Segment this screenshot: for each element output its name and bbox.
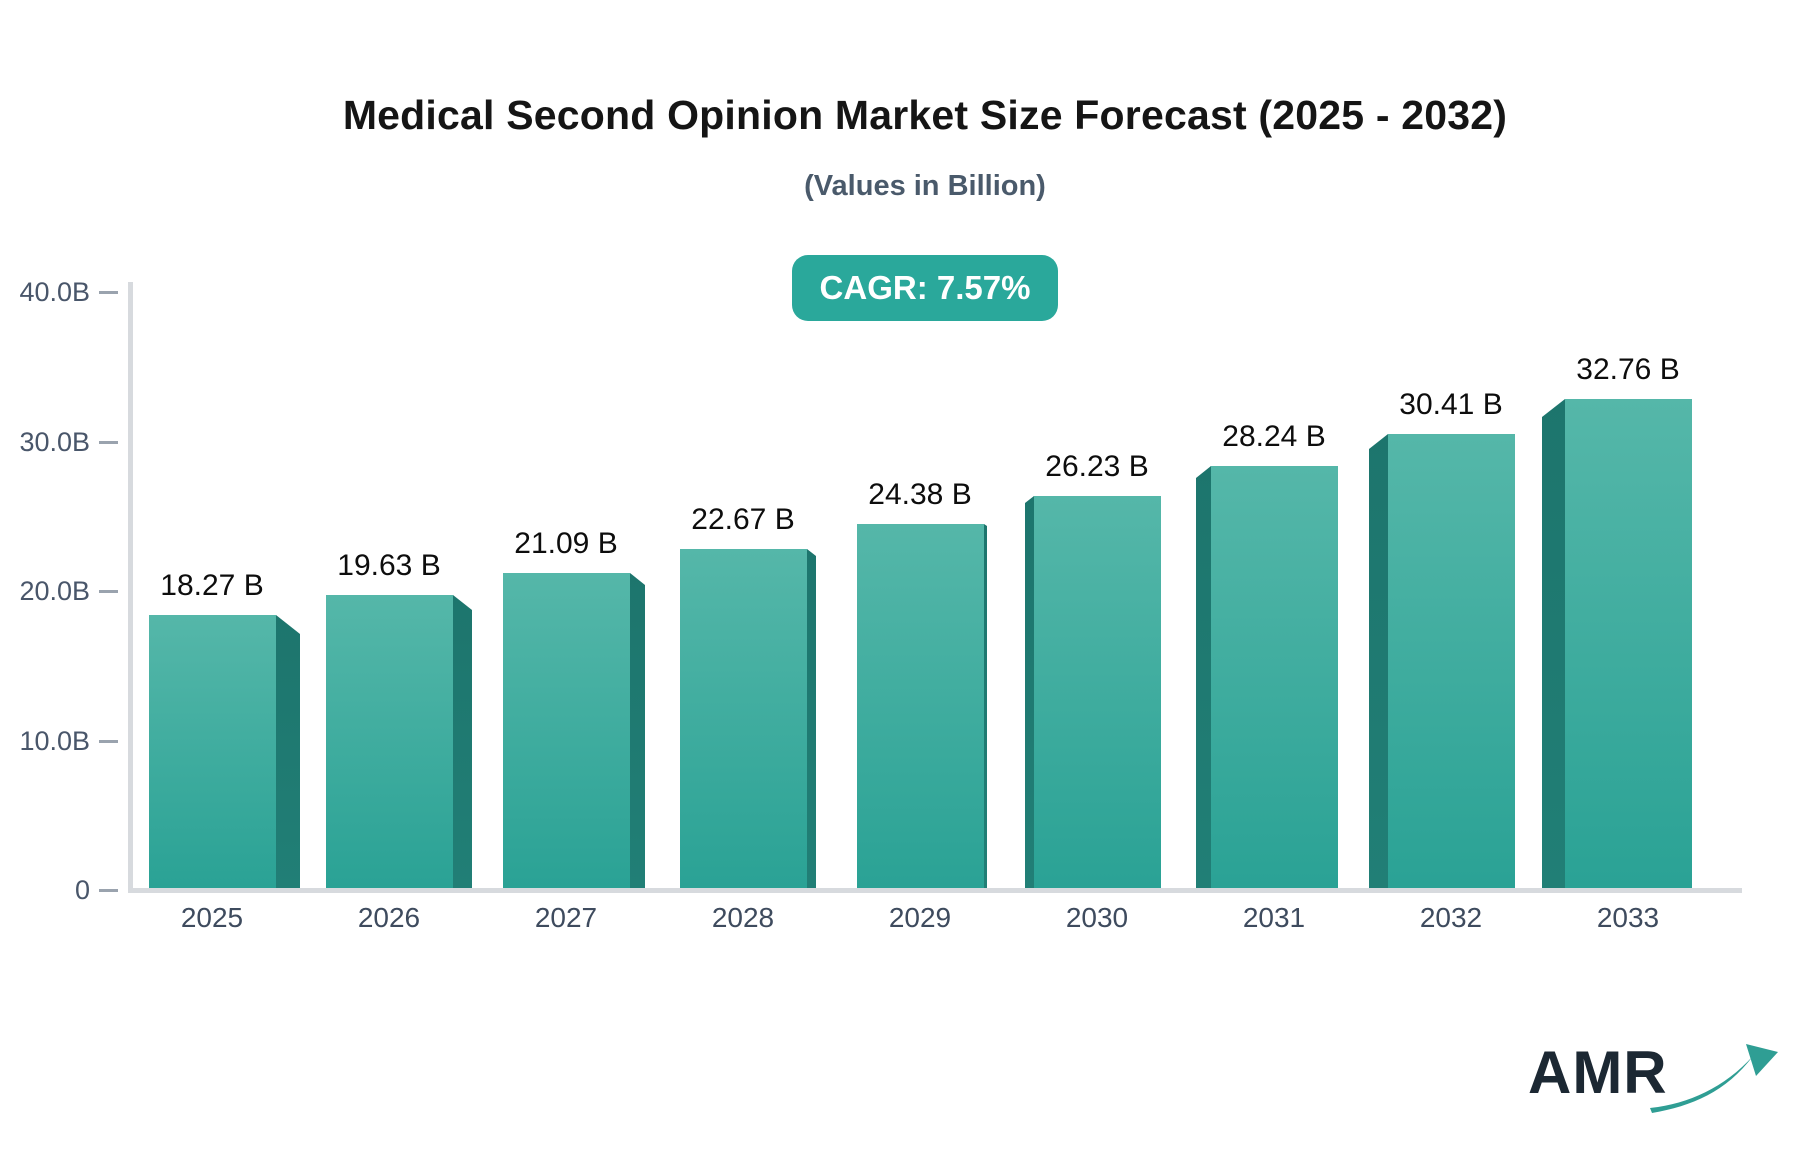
y-tick-label: 0 <box>74 875 90 905</box>
growth-arrow-icon <box>1650 1044 1778 1113</box>
y-tick-dash <box>99 590 118 594</box>
x-tick-label: 2026 <box>357 902 421 933</box>
bar-side-2033 <box>1542 399 1565 888</box>
bar-value-label: 18.27 B <box>160 569 264 602</box>
amr-logo: AMR <box>1528 1030 1778 1120</box>
chart-title: Medical Second Opinion Market Size Forec… <box>342 92 1508 138</box>
bar-side-2032 <box>1369 434 1388 888</box>
bar-value-label: 30.41 B <box>1399 388 1503 421</box>
bar-value-label: 22.67 B <box>691 503 795 536</box>
y-tick-label: 20.0B <box>19 576 90 607</box>
bar-2032 <box>1388 434 1515 888</box>
bar-side-2026 <box>453 595 472 888</box>
y-tick-dash <box>99 440 118 444</box>
bar-value-label: 24.38 B <box>868 478 972 511</box>
x-tick-label: 2025 <box>180 902 244 933</box>
bar-value-label: 32.76 B <box>1576 353 1680 386</box>
y-tick-label: 30.0B <box>19 426 90 457</box>
bar-side-2030 <box>1025 496 1034 888</box>
bar-2028 <box>680 549 807 888</box>
bar-2025 <box>149 615 276 888</box>
bar-side-2031 <box>1196 466 1211 888</box>
bar-side-2027 <box>630 573 645 888</box>
bar-side-2029 <box>984 524 987 888</box>
y-axis-line <box>128 282 133 892</box>
bar-value-label: 26.23 B <box>1045 450 1149 483</box>
bar-2030 <box>1034 496 1161 888</box>
bar-2026 <box>326 595 453 888</box>
bar-2027 <box>503 573 630 888</box>
x-tick-label: 2032 <box>1419 902 1483 933</box>
bar-value-label: 21.09 B <box>514 527 618 560</box>
y-tick-label: 40.0B <box>19 277 90 308</box>
x-tick-label: 2029 <box>888 902 952 933</box>
y-tick-dash <box>99 739 118 743</box>
amr-logo-text: AMR <box>1528 1039 1668 1106</box>
y-tick-dash <box>99 291 118 295</box>
bar-2033 <box>1565 399 1692 888</box>
bar-2031 <box>1211 466 1338 888</box>
bar-side-2025 <box>276 615 300 888</box>
y-tick-dash <box>99 889 118 892</box>
bar-value-label: 19.63 B <box>337 549 441 582</box>
x-tick-label: 2030 <box>1065 902 1129 933</box>
x-axis-line <box>128 888 1742 893</box>
x-tick-label: 2028 <box>711 902 775 933</box>
bar-value-label: 28.24 B <box>1222 420 1326 453</box>
chart-subtitle: (Values in Billion) <box>804 170 1046 202</box>
x-tick-label: 2033 <box>1596 902 1660 933</box>
y-tick-label: 10.0B <box>19 725 90 756</box>
bar-side-2028 <box>807 549 816 888</box>
x-tick-label: 2031 <box>1242 902 1306 933</box>
bar-2029 <box>857 524 984 888</box>
x-tick-label: 2027 <box>534 902 598 933</box>
cagr-badge: CAGR: 7.57% <box>792 255 1058 321</box>
